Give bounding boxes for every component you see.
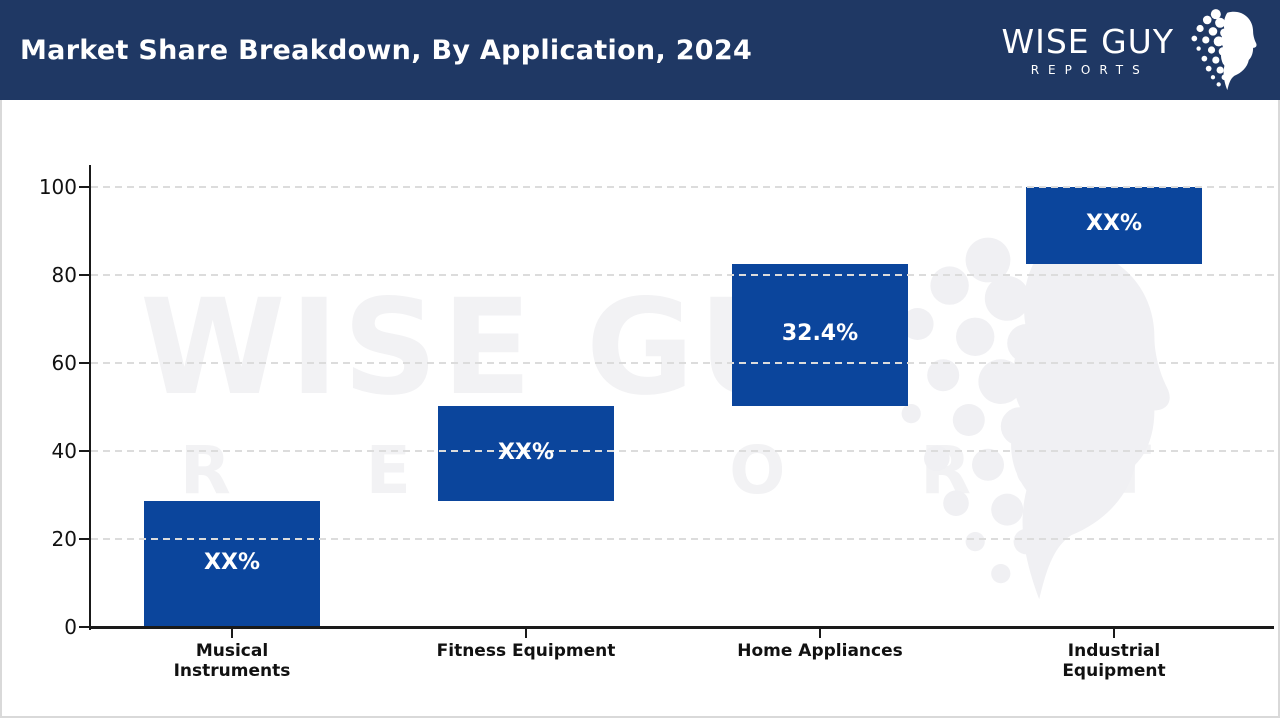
x-tick-label-home-appliances: Home Appliances [737,641,903,661]
watermark-head-dots-icon [879,237,1170,600]
bar-value-label-fitness-equipment: XX% [498,439,554,465]
y-tick-label-20: 20 [51,527,77,551]
y-tick-label-100: 100 [38,175,77,199]
x-tick-musical-instruments [231,629,233,638]
brand-text: WISE GUY REPORTS [1001,25,1174,76]
x-axis [89,626,1274,629]
brand-face-icon [1191,9,1257,91]
gridline-y-60 [91,362,1274,364]
y-axis [89,165,91,630]
bar-fitness-equipment [438,406,614,502]
x-tick-label-musical-instruments: Musical Instruments [173,641,291,681]
y-tick-40 [79,450,89,452]
bar-industrial-equipment [1026,187,1202,264]
gridline-y-20 [91,538,1274,540]
y-tick-0 [79,626,89,628]
chart-area: WISE GUY R E P O R T S 0 20 40 60 80 100 XX% Mu… [0,100,1280,718]
page-title: Market Share Breakdown, By Application, … [20,34,753,66]
y-tick-label-60: 60 [51,351,77,375]
bar-value-label-musical-instruments: XX% [204,550,260,576]
gridline-y-40 [91,450,1274,452]
x-tick-fitness-equipment [525,629,527,638]
x-tick-home-appliances [819,629,821,638]
gridline-y-80 [91,274,1274,276]
brand-name: WISE GUY [1001,21,1174,61]
x-tick-label-industrial-equipment: Industrial Equipment [1062,641,1166,681]
header-bar: Market Share Breakdown, By Application, … [0,0,1280,100]
brand-logo: WISE GUY REPORTS [1001,7,1280,93]
bar-value-label-industrial-equipment: XX% [1086,211,1142,237]
y-tick-label-0: 0 [64,615,77,639]
gridline-y-100 [91,186,1274,188]
bar-value-label-home-appliances: 32.4% [781,320,859,346]
x-tick-label-fitness-equipment: Fitness Equipment [436,641,616,661]
y-tick-60 [79,362,89,364]
bar-musical-instruments [144,501,320,627]
y-tick-label-40: 40 [51,439,77,463]
y-tick-label-80: 80 [51,263,77,287]
y-tick-80 [79,274,89,276]
bar-home-appliances [732,263,908,407]
brand-sub-reports: REPORTS [1030,62,1149,77]
y-tick-100 [79,186,89,188]
y-tick-20 [79,538,89,540]
x-tick-industrial-equipment [1113,629,1115,638]
